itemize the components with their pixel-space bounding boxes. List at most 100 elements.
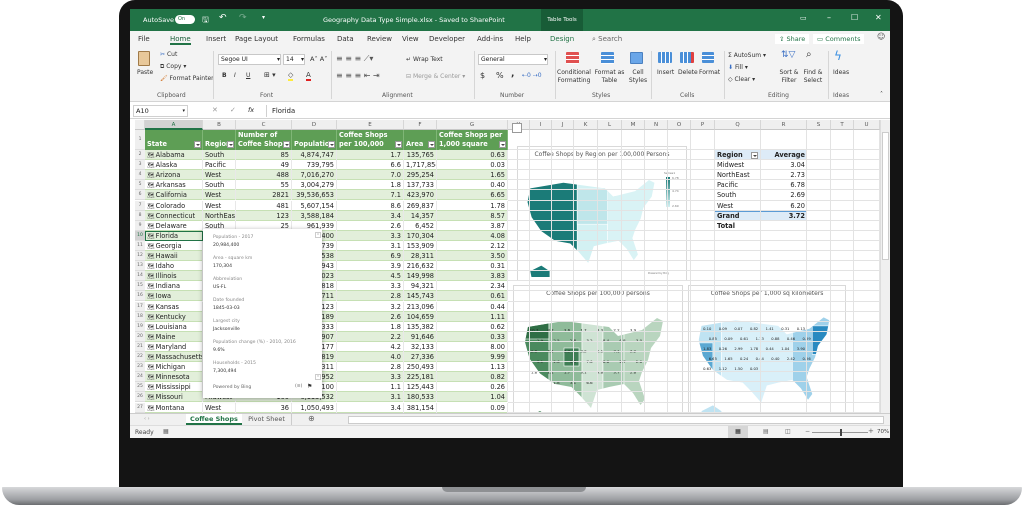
table-cell[interactable]: 0.63 <box>437 150 508 160</box>
table-cell[interactable]: South <box>203 180 236 191</box>
format-cells-button[interactable]: Format <box>699 69 721 76</box>
pivot-header[interactable]: Average <box>761 150 807 160</box>
table-header-cell[interactable]: Coffee Shops per 1,000 square kms <box>437 130 508 150</box>
state-cell[interactable]: 🗺Louisiana <box>145 321 203 332</box>
column-header-L[interactable]: L <box>598 120 622 130</box>
column-header-U[interactable]: U <box>854 120 880 130</box>
flag-icon[interactable]: ⚑ <box>307 383 313 390</box>
decimal-icons[interactable]: ⇠0 ⇢0 <box>522 72 542 79</box>
merge-center-button[interactable]: ⊟ Merge & Center ▾ <box>406 73 466 80</box>
row-header[interactable]: 10 <box>135 230 145 241</box>
row-header[interactable]: 13 <box>135 261 145 272</box>
table-row[interactable] <box>145 362 508 373</box>
undo-icon[interactable]: ↶ <box>219 13 227 23</box>
table-cell[interactable]: 819 <box>292 352 337 362</box>
table-cell[interactable]: 170,304 <box>404 230 437 241</box>
table-cell[interactable]: 1.8 <box>337 321 404 332</box>
table-cell[interactable]: 135,765 <box>404 150 437 160</box>
grow-font-icon[interactable]: A˄ A˅ <box>310 55 328 63</box>
normal-view-icon[interactable]: ▦ <box>728 426 748 438</box>
table-cell[interactable]: 400 <box>292 230 337 241</box>
row-header[interactable]: 7 <box>135 200 145 211</box>
state-cell[interactable]: 🗺Michigan <box>145 362 203 373</box>
state-cell[interactable]: 🗺Alaska <box>145 160 203 171</box>
table-cell[interactable]: 14,357 <box>404 210 437 221</box>
row-header[interactable]: 16 <box>135 291 145 302</box>
table-row[interactable] <box>145 341 508 352</box>
autosum-button[interactable]: Σ AutoSum ▾ <box>728 52 767 59</box>
table-cell[interactable]: 27,336 <box>404 352 437 362</box>
currency-button[interactable]: $ <box>480 71 486 80</box>
row-header[interactable]: 25 <box>135 382 145 393</box>
table-cell[interactable]: 100 <box>292 382 337 393</box>
table-cell[interactable]: 123 <box>292 301 337 312</box>
table-row[interactable] <box>145 180 508 191</box>
column-header-N[interactable]: N <box>645 120 668 130</box>
zoom-slider-thumb[interactable] <box>839 429 842 436</box>
table-row[interactable] <box>145 382 508 393</box>
column-header-B[interactable]: B <box>203 120 236 130</box>
card-scroll-down[interactable]: ˅ <box>315 374 321 380</box>
table-cell[interactable]: 1,717,854 <box>404 160 437 171</box>
table-cell[interactable]: 6.6 <box>337 160 404 171</box>
table-cell[interactable]: 6,452 <box>404 220 437 231</box>
row-header[interactable]: 20 <box>135 331 145 342</box>
tab-page-layout[interactable]: Page Layout <box>235 35 278 43</box>
geography-map-icon[interactable]: 🗺 <box>147 263 155 271</box>
sheet-tab-pivot-sheet[interactable]: Pivot Sheet <box>242 414 292 425</box>
table-cell[interactable]: 6.9 <box>337 251 404 261</box>
table-cell[interactable]: 4.0 <box>337 352 404 362</box>
tab-developer[interactable]: Developer <box>429 35 466 43</box>
table-cell[interactable]: 6.65 <box>437 190 508 201</box>
table-cell[interactable]: 180,533 <box>404 392 437 403</box>
enter-icon[interactable]: ✓ <box>230 106 236 114</box>
pivot-row[interactable]: 2.73 <box>790 171 805 180</box>
table-cell[interactable]: 4.5 <box>337 271 404 282</box>
table-cell[interactable]: 3,004,279 <box>292 180 337 191</box>
delete-cells-button[interactable]: Delete <box>678 69 698 76</box>
geography-map-icon[interactable]: 🗺 <box>147 152 155 159</box>
customize-qat-icon[interactable]: ▾ <box>262 14 266 21</box>
table-cell[interactable]: 250,493 <box>404 362 437 373</box>
column-header-F[interactable]: F <box>404 120 437 130</box>
table-row[interactable] <box>145 190 508 201</box>
table-cell[interactable]: 907 <box>292 331 337 342</box>
table-cell[interactable]: 269,837 <box>404 200 437 211</box>
table-cell[interactable]: 55 <box>236 180 292 191</box>
column-header-S[interactable]: S <box>807 120 831 130</box>
column-header-R[interactable]: R <box>761 120 807 130</box>
insert-cells-button[interactable]: Insert <box>657 69 675 76</box>
table-row[interactable] <box>145 271 508 282</box>
table-cell[interactable]: NorthEast <box>203 210 236 221</box>
table-cell[interactable]: 3.87 <box>437 220 508 231</box>
tab-file[interactable]: File <box>138 35 150 43</box>
document-title[interactable]: Geography Data Type Simple.xlsx - Saved … <box>323 16 505 24</box>
geography-map-icon[interactable]: 🗺 <box>147 283 155 291</box>
tab-add-ins[interactable]: Add-ins <box>477 35 504 43</box>
table-cell[interactable]: 381,154 <box>404 402 437 413</box>
table-cell[interactable]: 0.61 <box>437 291 508 302</box>
table-cell[interactable]: 3.3 <box>337 230 404 241</box>
comma-button[interactable]: , <box>511 69 515 79</box>
table-cell[interactable]: 4.2 <box>337 341 404 352</box>
table-cell[interactable]: 7.0 <box>337 170 404 181</box>
state-cell[interactable]: 🗺Mississippi <box>145 382 203 393</box>
column-header-C[interactable]: C <box>236 120 292 130</box>
state-cell[interactable]: 🗺Indiana <box>145 281 203 292</box>
pivot-row[interactable]: 6.20 <box>790 201 805 210</box>
table-cell[interactable]: 1.78 <box>437 200 508 211</box>
table-cell[interactable]: 2.6 <box>337 220 404 231</box>
table-cell[interactable]: 4.08 <box>437 230 508 241</box>
tab-review[interactable]: Review <box>367 35 392 43</box>
close-icon[interactable]: ✕ <box>875 13 882 22</box>
tab-insert[interactable]: Insert <box>206 35 227 43</box>
state-cell[interactable]: 🗺Kansas <box>145 301 203 312</box>
table-cell[interactable]: South <box>203 220 236 231</box>
pivot-row[interactable]: West <box>717 201 734 210</box>
table-cell[interactable]: 311 <box>292 362 337 373</box>
table-cell[interactable]: 0.40 <box>437 180 508 191</box>
table-header-cell[interactable]: Region <box>203 130 236 150</box>
table-cell[interactable]: 1.04 <box>437 392 508 403</box>
name-box[interactable]: A10 ▾ <box>133 105 188 117</box>
table-row[interactable] <box>145 311 508 322</box>
